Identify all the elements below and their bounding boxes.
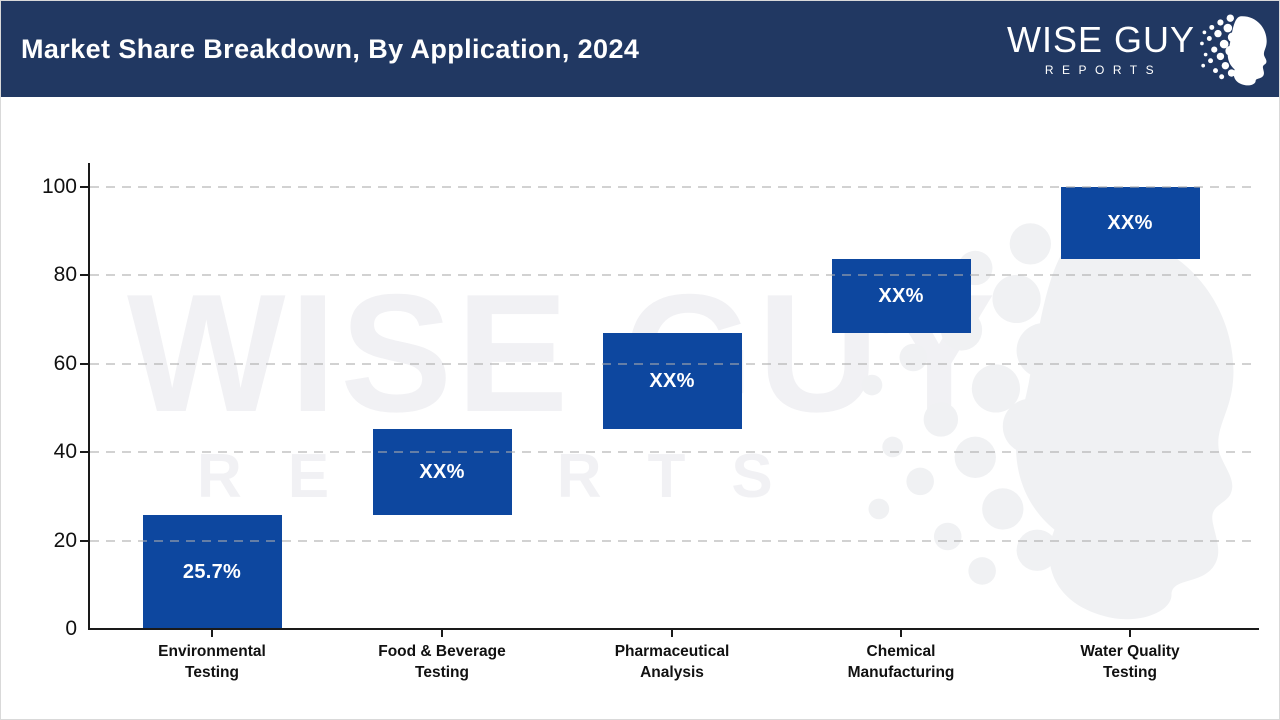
wise-guy-reports-logo: WISE GUY REPORTS (1007, 6, 1271, 92)
y-tick-mark-40 (80, 451, 88, 454)
x-tick-mark-environmental-testing (211, 630, 213, 637)
gridline-40 (90, 451, 1256, 454)
bar-pharmaceutical-analysis: XX% (602, 332, 742, 430)
bar-value-label: XX% (649, 369, 695, 392)
y-tick-mark-80 (80, 274, 88, 277)
logo-dot-face-icon (1200, 14, 1267, 86)
x-category-label-line: Testing (1103, 664, 1157, 681)
y-tick-label: 20 (53, 528, 77, 552)
y-tick-label: 100 (41, 175, 77, 198)
bar-chemical-manufacturing: XX% (831, 259, 971, 333)
logo-wordmark: WISE GUY (1006, 18, 1195, 60)
page-title: Market Share Breakdown, By Application, … (21, 33, 640, 64)
x-category-label-line: Testing (415, 664, 469, 681)
y-tick-mark-100 (80, 186, 88, 188)
bar-food-beverage-testing: XX% (372, 429, 512, 516)
gridline-20 (90, 539, 1256, 542)
x-tick-mark-pharmaceutical-analysis (671, 630, 673, 637)
x-category-label-water-quality-testing: Water Quality Testing (1015, 641, 1245, 683)
logo-subtitle: REPORTS (1044, 62, 1163, 77)
x-tick-mark-food-beverage-testing (441, 630, 443, 637)
gridline-80 (90, 274, 1256, 277)
x-tick-mark-water-quality-testing (1129, 630, 1131, 637)
x-tick-mark-chemical-manufacturing (900, 630, 902, 637)
bar-value-label: 25.7% (182, 560, 242, 583)
x-category-label-line: Analysis (640, 664, 704, 681)
y-tick-label: 40 (53, 440, 77, 464)
bar-value-label: XX% (419, 460, 465, 483)
y-tick-label: 80 (53, 263, 77, 287)
x-category-label-line: Manufacturing (847, 664, 955, 681)
y-tick-mark-20 (80, 539, 88, 542)
x-category-label-environmental-testing: Environmental Testing (97, 641, 327, 683)
x-category-label-food-beverage-testing: Food & Beverage Testing (327, 641, 557, 683)
x-category-label-line: Food & Beverage (378, 643, 506, 660)
y-tick-label: 0 (65, 617, 77, 640)
header-bar: Market Share Breakdown, By Application, … (1, 1, 1279, 97)
y-tick-mark-60 (80, 362, 88, 365)
gridline-60 (90, 362, 1256, 365)
x-category-label-line: Chemical (866, 643, 936, 660)
bar-value-label: XX% (878, 284, 924, 307)
x-category-label-line: Environmental (158, 643, 266, 660)
bar-environmental-testing: 25.7% (142, 515, 282, 629)
x-category-label-chemical-manufacturing: Chemical Manufacturing (786, 641, 1016, 683)
logo-text: WISE GUY REPORTS (1006, 18, 1195, 77)
x-category-label-pharmaceutical-analysis: Pharmaceutical Analysis (557, 641, 787, 683)
x-axis (88, 628, 1259, 630)
gridline-100 (90, 186, 1256, 188)
y-axis (88, 163, 90, 630)
y-tick-label: 60 (53, 351, 77, 375)
bar-water-quality-testing: XX% (1060, 187, 1200, 260)
x-category-label-line: Water Quality (1080, 643, 1180, 660)
x-category-label-line: Testing (185, 664, 239, 681)
x-category-label-line: Pharmaceutical (614, 643, 730, 660)
bar-value-label: XX% (1107, 211, 1153, 234)
